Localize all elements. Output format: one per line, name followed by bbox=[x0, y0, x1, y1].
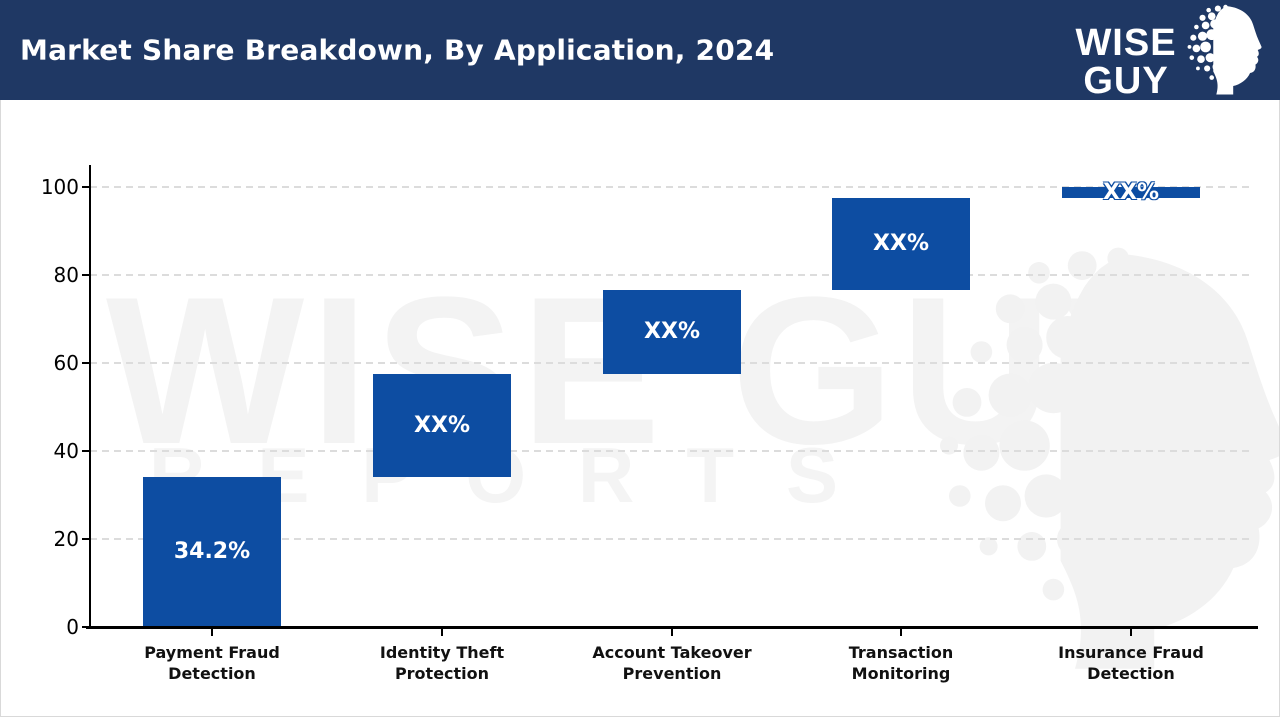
y-tick-label-60: 60 bbox=[53, 351, 79, 375]
y-tick-label-80: 80 bbox=[53, 263, 79, 287]
y-tick-label-40: 40 bbox=[53, 439, 79, 463]
x-tick-mark-3 bbox=[671, 629, 673, 636]
brand-logo: WISE GUY REPORTS bbox=[1032, 0, 1272, 119]
y-tick-mark-60 bbox=[82, 362, 90, 364]
gridline-100 bbox=[90, 186, 1254, 188]
y-tick-label-0: 0 bbox=[66, 615, 79, 639]
x-axis-spine bbox=[86, 626, 1258, 629]
bar-value-label: XX% bbox=[1103, 180, 1159, 205]
x-tick-mark-2 bbox=[441, 629, 443, 636]
x-category-label: Payment Fraud Detection bbox=[144, 643, 280, 683]
plot-area: 34.2% XX% XX% XX% XX% bbox=[90, 165, 1254, 627]
watermark-head-icon bbox=[940, 247, 1279, 669]
x-category-label: Identity Theft Protection bbox=[379, 643, 505, 683]
bar-4: XX% bbox=[832, 198, 970, 290]
y-axis-spine bbox=[89, 165, 91, 628]
bar-value-label: 34.2% bbox=[173, 539, 251, 565]
gridline-40 bbox=[90, 450, 1254, 452]
bar-3: XX% bbox=[603, 289, 741, 374]
y-tick-mark-40 bbox=[82, 450, 90, 452]
logo-head-icon bbox=[1187, 4, 1262, 95]
x-tick-mark-4 bbox=[900, 629, 902, 636]
gridline-80 bbox=[90, 274, 1254, 276]
chart-title: Market Share Breakdown, By Application, … bbox=[20, 33, 775, 67]
bar-value-label: XX% bbox=[873, 231, 929, 257]
bar-value-label: XX% bbox=[644, 319, 700, 345]
x-tick-mark-5 bbox=[1130, 629, 1132, 636]
x-category-label: Insurance Fraud Detection bbox=[1058, 643, 1204, 683]
x-tick-mark-1 bbox=[211, 629, 213, 636]
chart-canvas: WISE GUY REPORTS 34.2% XX% XX% XX% XX% 0 20 40… bbox=[0, 100, 1280, 717]
x-category-label: Transaction Monitoring bbox=[848, 643, 954, 683]
y-tick-mark-80 bbox=[82, 274, 90, 276]
y-tick-mark-100 bbox=[82, 186, 90, 188]
y-tick-label-100: 100 bbox=[40, 175, 79, 199]
bar-value-label: XX% bbox=[414, 412, 470, 438]
gridline-20 bbox=[90, 538, 1254, 540]
header: Market Share Breakdown, By Application, … bbox=[0, 0, 1280, 119]
y-tick-mark-0 bbox=[82, 626, 90, 628]
bar-1: 34.2% bbox=[143, 476, 281, 627]
x-category-label: Account Takeover Prevention bbox=[592, 643, 752, 683]
logo-wordmark: WISE GUY bbox=[1075, 22, 1177, 102]
bar-2: XX% bbox=[373, 374, 511, 477]
y-tick-label-20: 20 bbox=[53, 527, 79, 551]
bar-5: XX% bbox=[1062, 180, 1200, 205]
y-tick-mark-20 bbox=[82, 538, 90, 540]
